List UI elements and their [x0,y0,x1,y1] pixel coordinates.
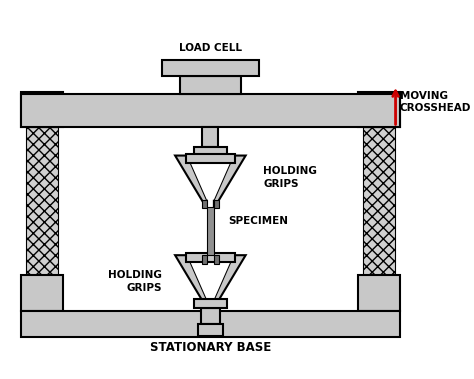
Bar [214,255,219,264]
Polygon shape [187,255,233,299]
Text: SPECIMEN: SPECIMEN [228,216,288,226]
Bar [201,308,220,324]
Bar [21,92,63,127]
Text: MOVING
CROSSHEAD: MOVING CROSSHEAD [400,91,471,113]
Polygon shape [187,155,233,200]
Text: HOLDING
GRIPS: HOLDING GRIPS [263,166,317,189]
Bar [193,147,227,155]
Bar [198,324,223,336]
Bar [26,127,58,311]
Text: LOAD CELL: LOAD CELL [179,43,242,53]
Bar [21,311,400,337]
Polygon shape [175,255,207,308]
Bar [201,200,207,208]
Bar [202,127,219,147]
Bar [214,200,219,208]
Bar [207,207,214,255]
Bar [21,94,400,127]
Bar [186,254,235,262]
Polygon shape [214,255,246,308]
Bar [162,60,259,76]
Bar [186,154,235,163]
Bar [193,299,227,308]
Polygon shape [175,155,207,208]
Polygon shape [214,155,246,208]
Text: HOLDING
GRIPS: HOLDING GRIPS [108,271,162,293]
Bar [201,255,207,264]
Text: STATIONARY BASE: STATIONARY BASE [150,341,271,354]
Bar [21,276,63,311]
Bar [358,92,400,127]
Bar [180,76,241,94]
Bar [363,127,395,311]
Bar [358,276,400,311]
